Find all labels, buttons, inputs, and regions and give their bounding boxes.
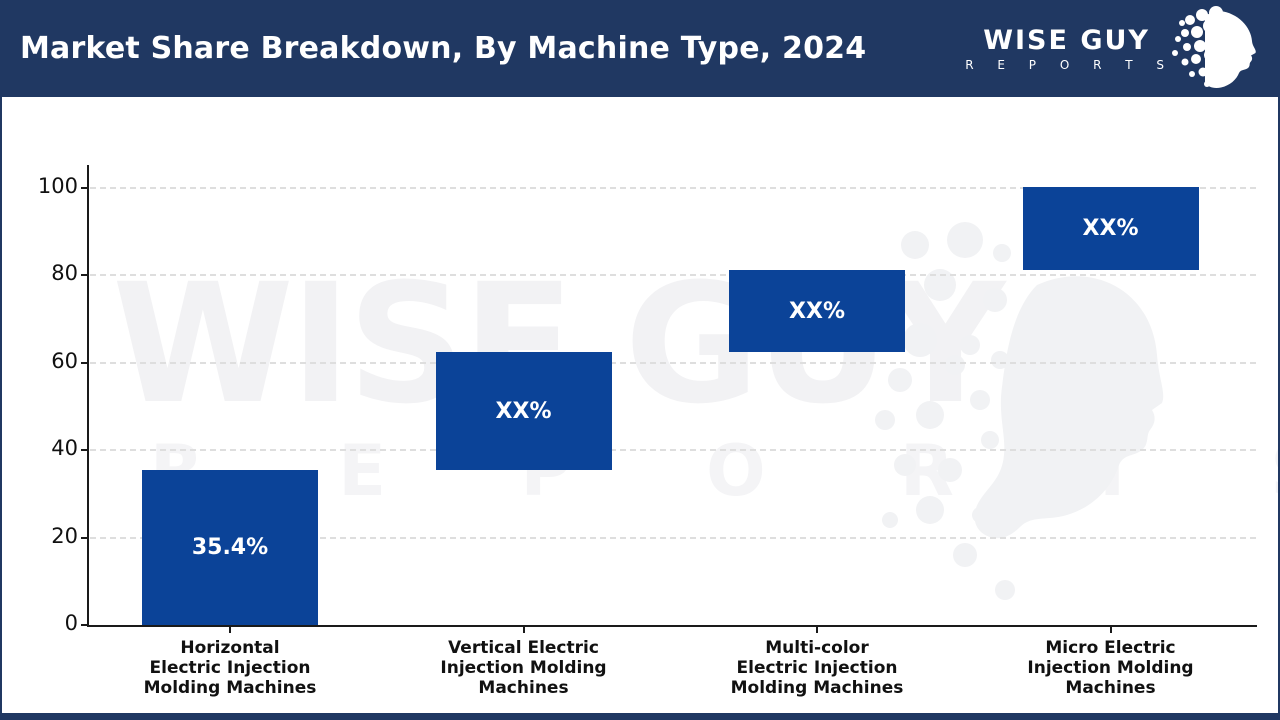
- y-tick-100: [81, 187, 87, 189]
- x-category-label-1: Horizontal Electric Injection Molding Ma…: [143, 638, 317, 698]
- y-tick-label-80: 80: [51, 261, 78, 286]
- x-tick-3: [816, 627, 818, 633]
- x-axis-line: [87, 625, 1257, 627]
- bar-segment-2: XX%: [435, 352, 612, 471]
- x-category-label-3: Multi-color Electric Injection Molding M…: [730, 638, 904, 698]
- bar-segment-1: 35.4%: [142, 470, 318, 625]
- bar-segment-4: XX%: [1022, 187, 1199, 271]
- bar-value-label-4: XX%: [1082, 216, 1139, 242]
- x-category-label-2: Vertical Electric Injection Molding Mach…: [440, 638, 607, 698]
- y-tick-label-40: 40: [51, 436, 78, 461]
- gridline-100: [90, 187, 1256, 189]
- gridline-40: [90, 449, 1256, 452]
- x-tick-1: [229, 627, 231, 633]
- logo-head-icon: [1172, 5, 1256, 88]
- bar-value-label-3: XX%: [789, 298, 845, 324]
- y-tick-20: [81, 536, 87, 539]
- y-tick-label-0: 0: [64, 611, 78, 635]
- gridline-80: [90, 274, 1256, 277]
- chart-title: Market Share Breakdown, By Machine Type,…: [20, 31, 867, 66]
- y-tick-80: [81, 274, 87, 277]
- bar-segment-3: XX%: [729, 270, 905, 353]
- logo-subtitle: R E P O R T S: [965, 57, 1174, 72]
- y-tick-label-100: 100: [37, 174, 78, 198]
- logo-text: WISE GUY R E P O R T S: [959, 27, 1174, 71]
- y-tick-0: [81, 624, 87, 626]
- y-tick-60: [81, 361, 87, 364]
- wise-guy-logo: WISE GUY R E P O R T S: [959, 5, 1262, 93]
- left-border: [0, 0, 2, 720]
- bar-value-label-1: 35.4%: [191, 535, 269, 561]
- x-tick-2: [522, 627, 525, 633]
- y-tick-40: [81, 449, 87, 452]
- watermark-head-icon: [872, 222, 1164, 600]
- gridline-20: [90, 536, 1256, 539]
- x-category-label-4: Micro Electric Injection Molding Machine…: [1027, 638, 1194, 698]
- right-border: [1278, 0, 1280, 720]
- y-axis-line: [87, 165, 89, 627]
- footer-band: [0, 713, 1280, 720]
- logo-wordmark: WISE GUY: [983, 24, 1150, 56]
- y-tick-label-60: 60: [51, 348, 78, 373]
- gridline-60: [90, 361, 1256, 364]
- bar-value-label-2: XX%: [495, 398, 552, 424]
- y-tick-label-20: 20: [51, 523, 78, 548]
- x-tick-4: [1109, 627, 1112, 633]
- header-band: Market Share Breakdown, By Machine Type,…: [0, 0, 1280, 97]
